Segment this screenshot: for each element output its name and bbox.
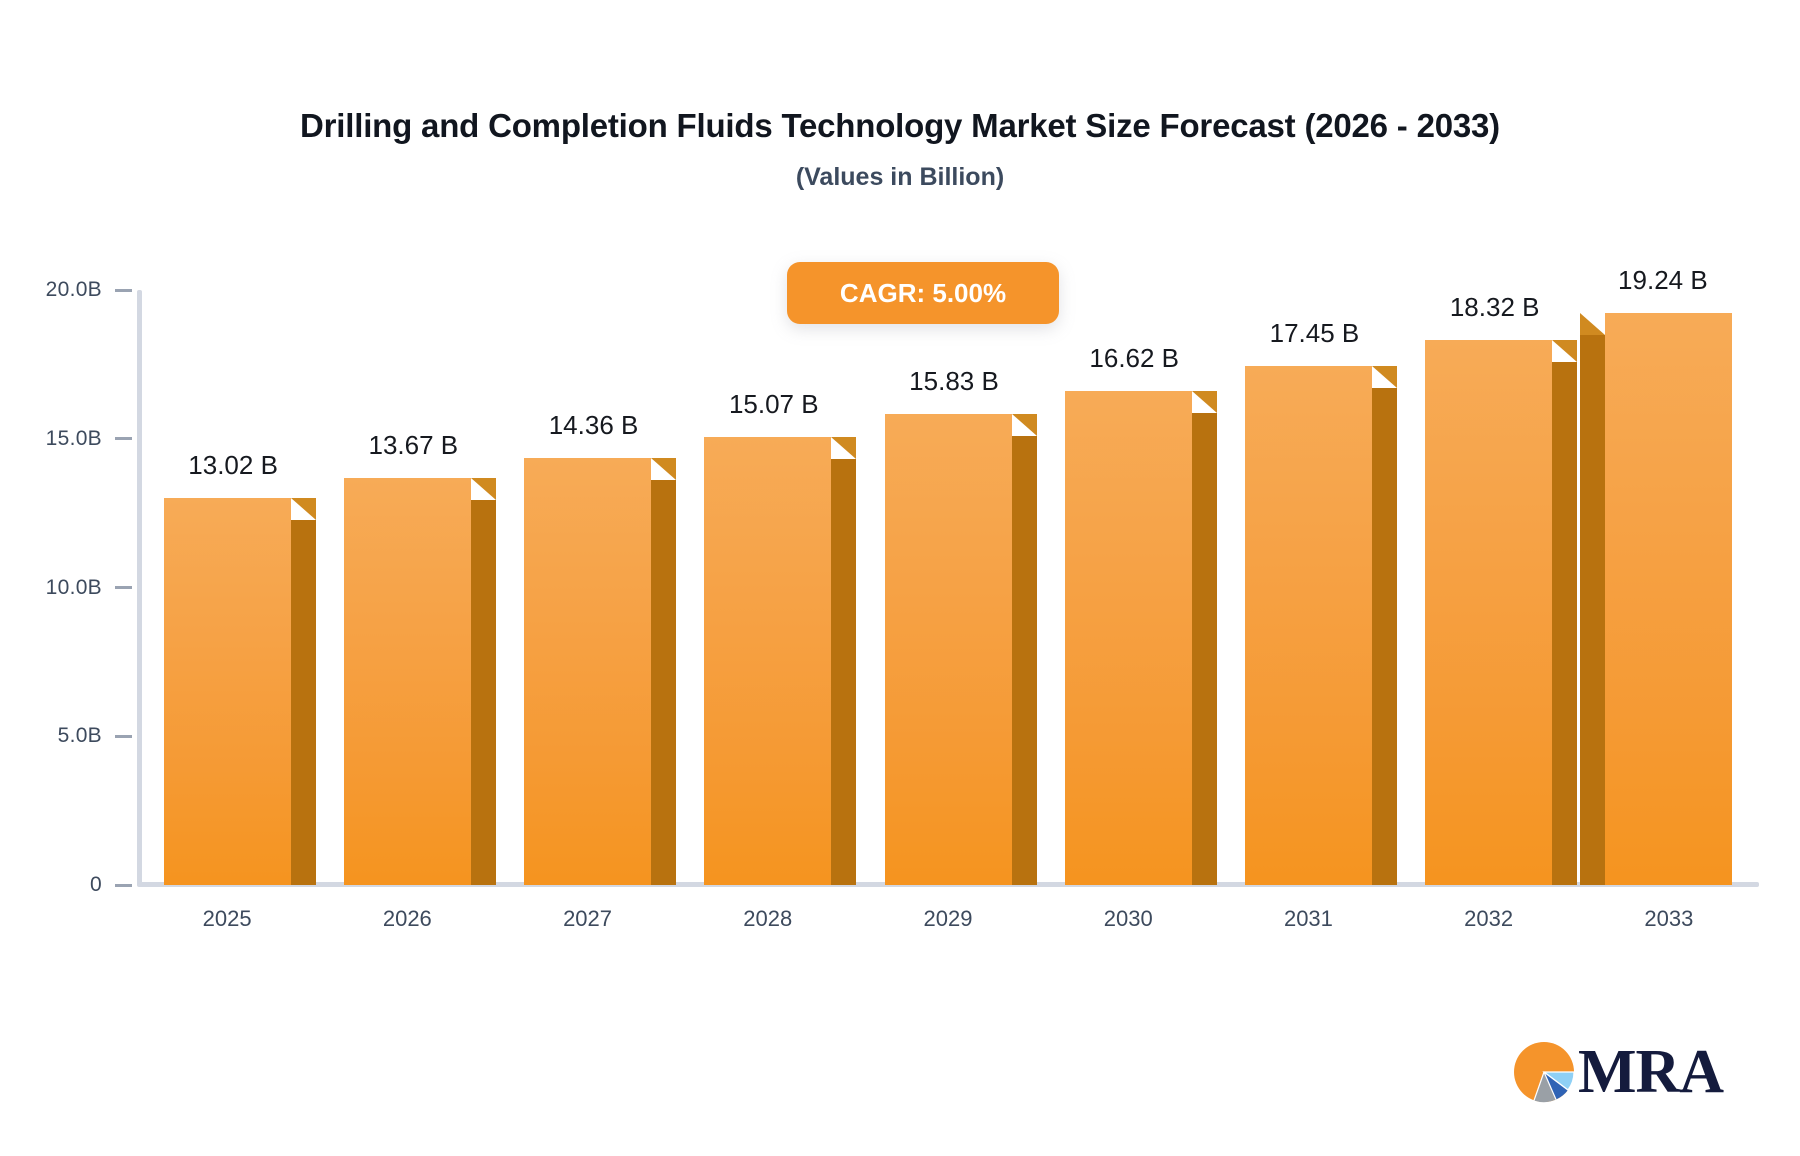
bar-front-face — [884, 414, 1012, 885]
bar — [1244, 365, 1397, 885]
x-axis-tick-label: 2028 — [743, 906, 793, 931]
bar — [343, 478, 496, 885]
brand-logo: MRA — [1512, 1038, 1724, 1106]
bar — [884, 414, 1037, 885]
bar-value-label: 18.32 B — [1449, 291, 1540, 322]
bar-value-label: 13.67 B — [368, 430, 459, 461]
bar-top-face — [651, 457, 677, 480]
bar-side-face — [1580, 334, 1606, 885]
bar — [1425, 339, 1578, 885]
x-axis-tick-label: 2031 — [1283, 906, 1333, 931]
bar — [524, 457, 677, 885]
x-axis-tick-label: 2026 — [382, 906, 432, 931]
y-axis-tick-label: 20.0B — [45, 278, 102, 301]
bar — [1064, 390, 1217, 885]
bar-top-face — [1580, 312, 1606, 335]
y-axis-tick: 5.0B — [0, 724, 132, 748]
bar-front-face — [704, 436, 832, 885]
y-axis-tick-label: 10.0B — [45, 575, 102, 599]
pie-chart-icon — [1514, 1042, 1575, 1103]
bar — [1580, 312, 1733, 885]
bar-value-label: 14.36 B — [548, 409, 639, 440]
x-axis-tick-label: 2027 — [563, 906, 613, 931]
bar-top-face — [831, 436, 857, 459]
y-axis-tick-label: 15.0B — [45, 426, 102, 450]
cagr-badge: CAGR: 5.00% — [787, 262, 1059, 324]
y-axis-tick: 0 — [0, 873, 132, 897]
bar-value-label: 13.02 B — [188, 449, 278, 480]
x-axis-tick-label: 2025 — [202, 906, 252, 931]
bar-value-label: 19.24 B — [1618, 264, 1708, 295]
bar-top-face — [1011, 414, 1037, 437]
y-axis-tick: 10.0B — [0, 576, 132, 600]
y-axis-tick-mark — [115, 734, 132, 738]
bar-side-face — [470, 500, 496, 885]
x-axis-tick-label: 2029 — [923, 906, 973, 931]
bar-front-face — [343, 478, 471, 885]
bar-value-label: 15.83 B — [909, 366, 999, 397]
x-axis-tick-label: 2030 — [1103, 906, 1153, 931]
bar-side-face — [290, 519, 316, 885]
bar-value-label: 15.07 B — [728, 388, 819, 419]
y-axis-tick-mark — [115, 437, 132, 441]
bar-side-face — [651, 479, 677, 885]
bar-value-label: 17.45 B — [1269, 317, 1360, 348]
bar-front-face — [1425, 339, 1553, 885]
bar-side-face — [1191, 412, 1217, 885]
y-axis-tick-mark — [115, 288, 132, 292]
x-axis-tick-label: 2032 — [1464, 906, 1514, 931]
bar-front-face — [163, 497, 291, 885]
bar-side-face — [831, 458, 857, 885]
bar-top-face — [1191, 390, 1217, 413]
bar-front-face — [1244, 365, 1372, 885]
bar-front-face — [1605, 312, 1733, 885]
y-axis-tick-label: 5.0B — [57, 724, 102, 748]
bar-front-face — [1064, 390, 1192, 885]
y-axis-tick: 15.0B — [0, 427, 132, 451]
bar-value-label: 16.62 B — [1089, 342, 1180, 373]
y-axis-tick-mark — [115, 883, 132, 887]
bar-side-face — [1011, 436, 1037, 885]
y-axis-tick-label: 0 — [90, 873, 102, 896]
chart-subtitle: (Values in Billion) — [795, 163, 1005, 192]
y-axis-line — [137, 290, 142, 885]
bar-top-face — [470, 478, 496, 501]
bar-top-face — [290, 497, 316, 520]
y-axis-tick: 20.0B — [0, 278, 132, 302]
bar-top-face — [1552, 339, 1578, 362]
bar-front-face — [524, 457, 652, 885]
chart-title-block: Drilling and Completion Fluids Technolog… — [0, 107, 1800, 192]
cagr-badge-label: CAGR: 5.00% — [839, 277, 1007, 308]
bar — [704, 436, 857, 885]
bar-top-face — [1371, 365, 1397, 388]
bar — [163, 497, 316, 885]
bar-side-face — [1371, 387, 1397, 885]
page-title: Drilling and Completion Fluids Technolog… — [300, 107, 1500, 144]
y-axis-tick-mark — [115, 586, 132, 589]
brand-name: MRA — [1578, 1038, 1724, 1106]
x-axis-tick-label: 2033 — [1644, 906, 1694, 931]
bar-side-face — [1552, 361, 1578, 885]
